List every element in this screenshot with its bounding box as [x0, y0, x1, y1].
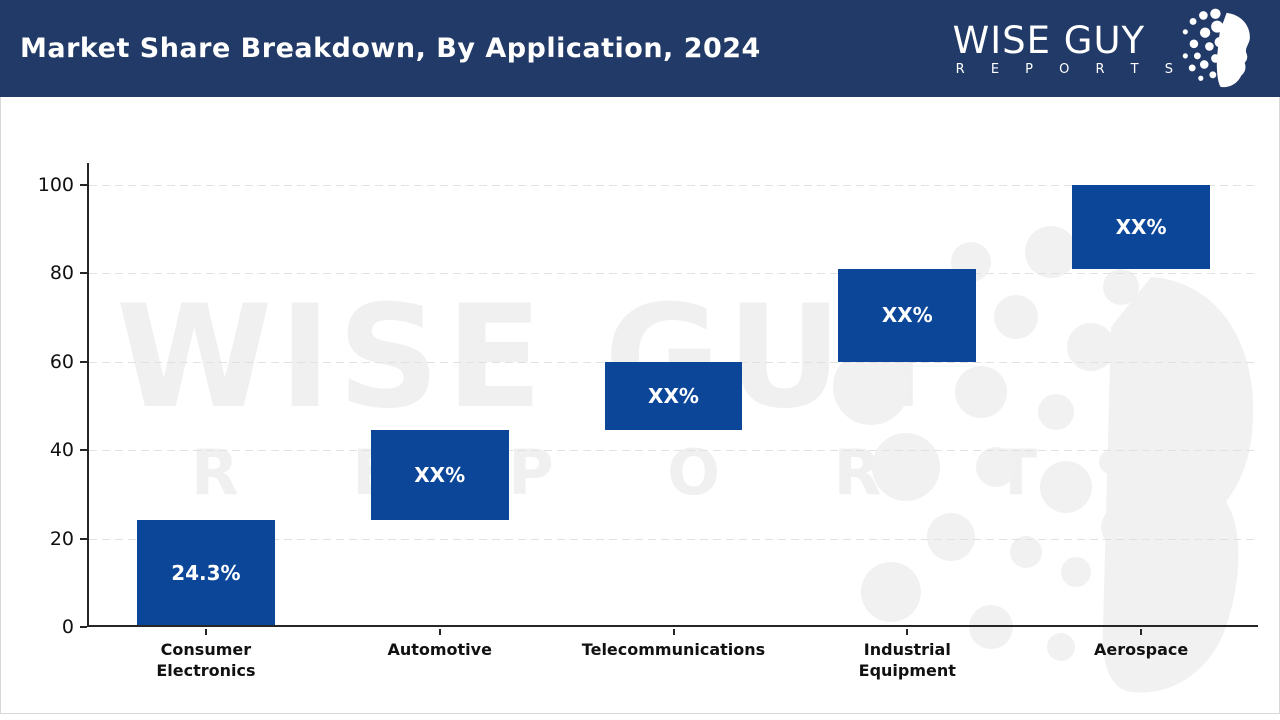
y-tick-mark [80, 184, 87, 187]
plot-area: 0 20 40 60 80 100 24.3% Consumer Electronics XX% A… [38, 163, 1258, 680]
x-tick-mark [438, 629, 441, 635]
y-tick-mark [80, 626, 87, 628]
y-tick-label: 0 [61, 616, 74, 638]
watermark-text: WISE GUY [116, 275, 957, 440]
bar-value-label: XX% [414, 462, 466, 487]
y-tick-mark [80, 537, 87, 540]
grid-line [89, 273, 1258, 275]
watermark-head-graphic [833, 226, 1254, 693]
bar: XX% [838, 269, 977, 362]
y-tick-mark [80, 272, 87, 275]
brand-logo: WISE GUY R E P O R T S [953, 6, 1266, 92]
y-axis-line [87, 163, 89, 627]
y-tick-label: 20 [49, 527, 74, 550]
grid-line [89, 185, 1258, 187]
grid-line [89, 450, 1258, 452]
y-tick-label: 40 [49, 439, 74, 462]
bar: 24.3% [136, 519, 275, 627]
x-axis-line [87, 625, 1258, 627]
brand-logo-text: WISE GUY R E P O R T S [953, 22, 1184, 77]
y-tick-mark [80, 449, 87, 452]
y-tick-label: 80 [49, 262, 74, 285]
bar: XX% [1072, 185, 1211, 270]
x-tick-mark [1140, 629, 1143, 635]
x-tick-mark [672, 629, 675, 635]
x-category-label: Industrial Equipment [858, 640, 956, 680]
x-tick-mark [204, 629, 207, 635]
y-tick-label: 60 [49, 350, 74, 373]
x-tick-mark [906, 629, 909, 635]
bar-value-label: XX% [1115, 215, 1167, 240]
y-tick-label: 100 [37, 174, 74, 197]
bar: XX% [370, 430, 509, 520]
grid-line [89, 538, 1258, 540]
chart-area: WISE GUY R E P O R T S 0 20 40 60 80 100 24.3%… [0, 97, 1280, 714]
x-category-label: Consumer Electronics [156, 640, 256, 680]
bar: XX% [604, 361, 743, 431]
bar-value-label: XX% [648, 384, 699, 409]
brand-subtitle: R E P O R T S [955, 61, 1184, 77]
brand-head-icon [1182, 8, 1250, 88]
x-category-label: Automotive [387, 640, 492, 659]
x-category-label: Telecommunications [581, 640, 766, 659]
page-title: Market Share Breakdown, By Application, … [20, 33, 761, 64]
bar-value-label: 24.3% [171, 561, 241, 586]
x-category-label: Aerospace [1093, 640, 1189, 659]
brand-name: WISE GUY [952, 18, 1146, 62]
bar-value-label: XX% [881, 303, 933, 328]
watermark-subtext: R E P O R T S [191, 436, 1242, 509]
y-tick-mark [80, 360, 87, 363]
header: Market Share Breakdown, By Application, … [0, 0, 1280, 97]
